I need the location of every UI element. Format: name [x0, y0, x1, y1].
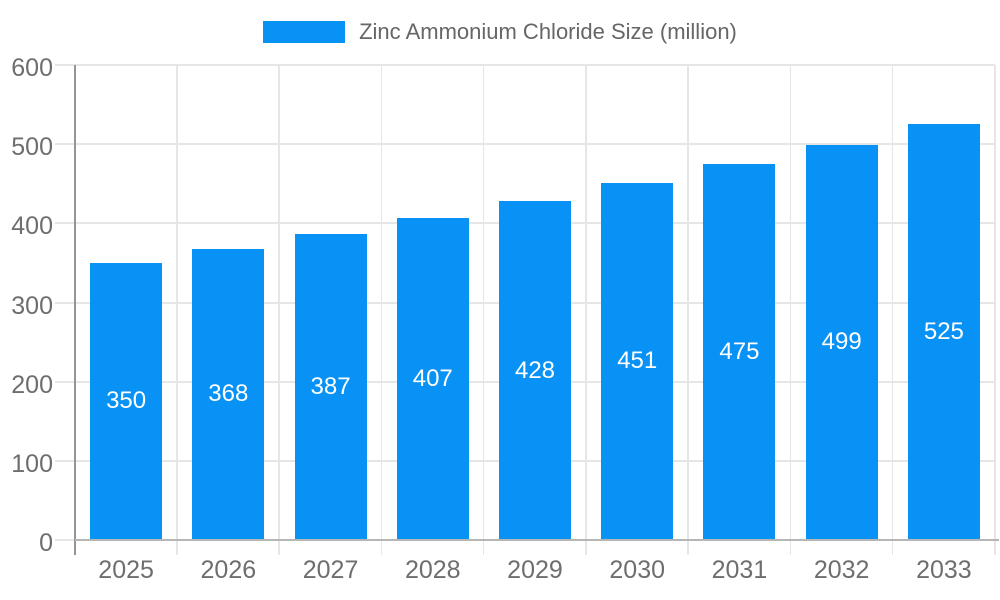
bar-value-label: 387 [310, 372, 351, 400]
bar-value-label: 499 [821, 328, 862, 356]
x-axis-tick-label: 2028 [404, 556, 461, 584]
y-axis-tick-label: 0 [39, 529, 53, 557]
bar-value-label: 368 [208, 380, 249, 408]
x-axis-tick-label: 2025 [98, 556, 154, 584]
x-axis-tick-label: 2027 [302, 556, 359, 584]
bar-2030[interactable]: 451 [601, 182, 674, 539]
y-tick [55, 539, 75, 541]
x-axis-tick-label: 2033 [916, 556, 972, 584]
bar-2031[interactable]: 475 [703, 163, 776, 539]
y-axis-tick-label: 300 [11, 291, 53, 320]
y-axis-tick-label: 400 [11, 212, 53, 241]
x-axis-tick-label: 2031 [711, 556, 768, 584]
bar-2026[interactable]: 368 [192, 248, 265, 539]
x-axis-tick-label: 2032 [813, 556, 870, 584]
y-axis-tick-label: 200 [11, 370, 53, 399]
x-axis-tick-label: 2026 [200, 556, 257, 584]
x-axis-tick-label: 2029 [507, 556, 563, 584]
bar-2025[interactable]: 350 [90, 262, 163, 539]
bar-2033[interactable]: 525 [907, 124, 980, 539]
bar-2028[interactable]: 407 [396, 217, 469, 539]
legend-swatch [263, 21, 346, 43]
bar-2029[interactable]: 428 [499, 201, 571, 539]
bar-value-label: 428 [514, 356, 556, 384]
x-axis-tick-label: 2030 [609, 556, 666, 584]
bar-value-label: 525 [923, 318, 964, 346]
bar-value-label: 451 [617, 347, 658, 375]
y-axis-tick-label: 100 [11, 449, 53, 478]
chart-legend[interactable]: Zinc Ammonium Chloride Size (million) [0, 14, 1000, 50]
legend-label: Zinc Ammonium Chloride Size (million) [359, 19, 737, 44]
bar-2027[interactable]: 387 [294, 233, 367, 539]
bar-value-label: 350 [106, 387, 147, 415]
y-axis-tick-label: 500 [11, 133, 53, 162]
bar-value-label: 407 [412, 364, 453, 392]
y-axis-tick-label: 600 [11, 54, 53, 82]
bar-value-label: 475 [719, 337, 760, 365]
bar-2032[interactable]: 499 [805, 144, 878, 539]
